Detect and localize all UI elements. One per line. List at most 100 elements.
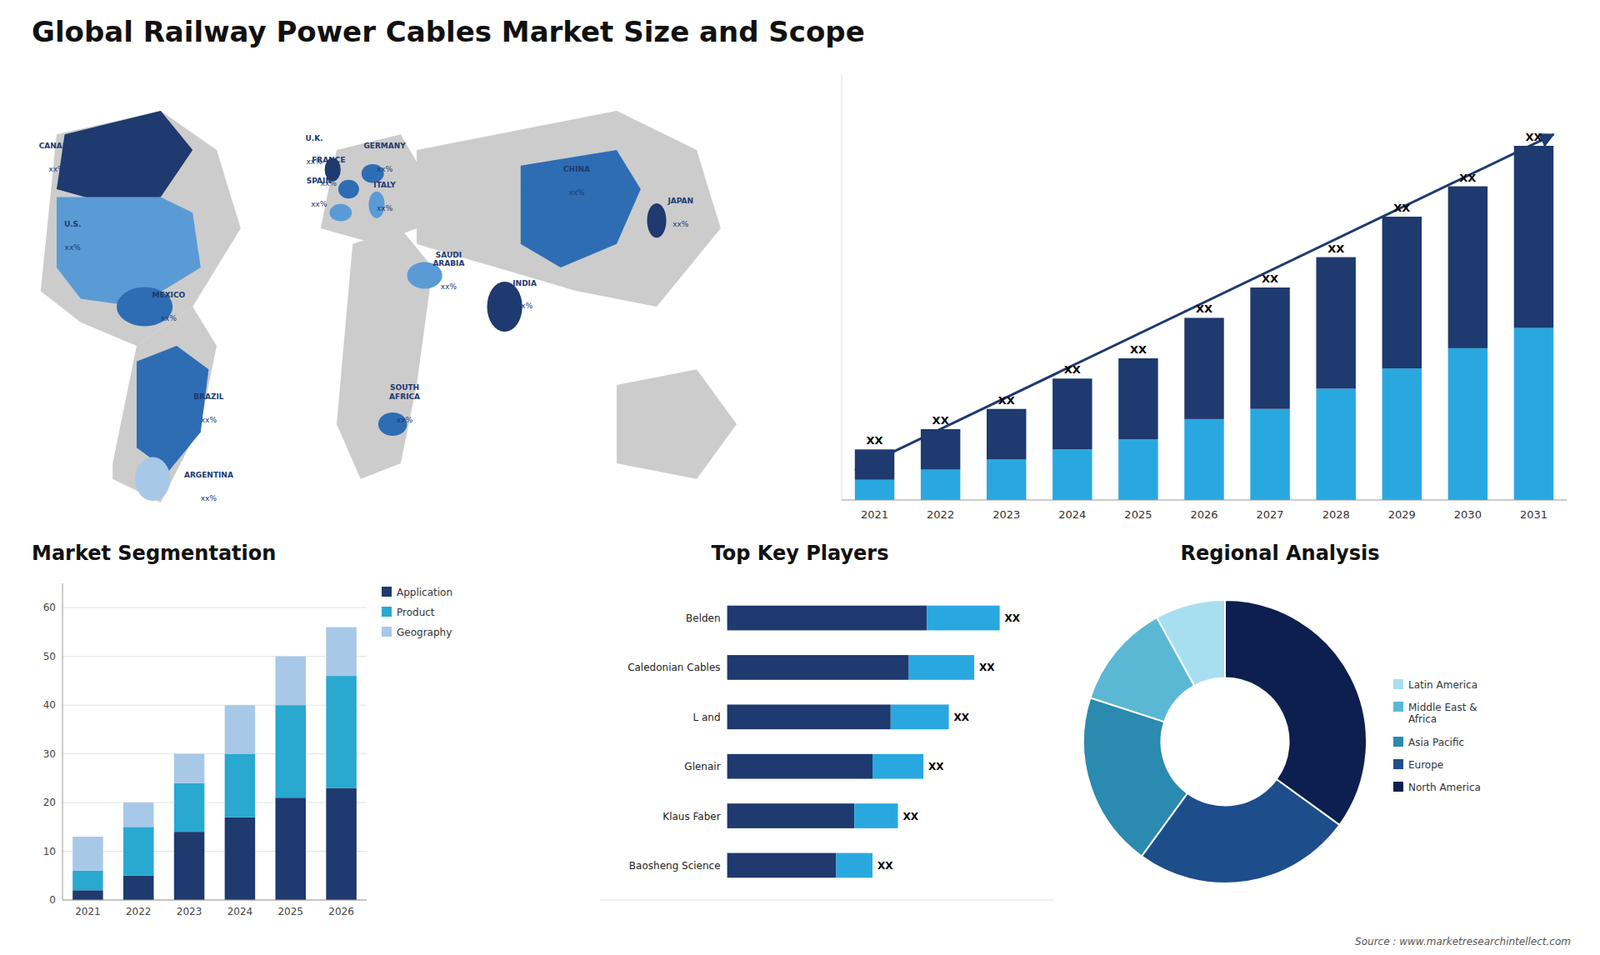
y-tick-label: Baosheng Science bbox=[629, 860, 721, 872]
y-tick-label: 60 bbox=[43, 601, 56, 614]
grid-line bbox=[62, 705, 367, 706]
x-tick-label: 2021 bbox=[860, 508, 889, 521]
text-line: Africa bbox=[1408, 713, 1437, 725]
y-axis-line bbox=[841, 75, 843, 500]
legend-label: Geography bbox=[396, 626, 452, 639]
bar-label: XX bbox=[1261, 272, 1279, 285]
legend-swatch bbox=[1393, 701, 1404, 712]
bar-segment bbox=[1315, 388, 1355, 500]
grid-line bbox=[62, 753, 367, 755]
legend-label: Product bbox=[396, 606, 435, 619]
bar-segment bbox=[1052, 449, 1092, 500]
bar-segment bbox=[1250, 409, 1290, 500]
bar-segment bbox=[225, 754, 256, 818]
x-tick-label: 2025 bbox=[1124, 508, 1152, 521]
y-axis-line bbox=[62, 583, 64, 900]
map-shape bbox=[136, 345, 209, 471]
y-tick-label: 40 bbox=[43, 699, 56, 711]
legend-label: Latin America bbox=[1408, 679, 1478, 691]
bar-segment bbox=[986, 409, 1026, 460]
x-tick-label: 2028 bbox=[1322, 508, 1350, 521]
country-value: xx% bbox=[672, 220, 690, 229]
country-value: xx% bbox=[376, 204, 394, 213]
trend-arrow bbox=[855, 134, 1554, 470]
grid-line bbox=[62, 900, 367, 901]
page: Global Railway Power Cables Market Size … bbox=[0, 0, 1600, 955]
y-tick-label: 50 bbox=[43, 650, 56, 663]
bar-segment bbox=[1448, 348, 1488, 500]
bar-segment bbox=[909, 655, 975, 680]
bar-label: XX bbox=[1327, 242, 1345, 255]
bar-label: XX bbox=[866, 434, 884, 447]
legend-swatch bbox=[1393, 679, 1404, 690]
panel-title: Regional Analysis bbox=[1180, 541, 1380, 565]
bar-segment bbox=[1118, 358, 1158, 440]
bar-segment bbox=[1184, 419, 1224, 500]
y-tick-label: L and bbox=[693, 711, 721, 724]
country-label: GERMANY bbox=[363, 141, 406, 150]
country-label: CANADA bbox=[39, 141, 75, 150]
bar-label: XX bbox=[1005, 612, 1021, 625]
map-shape bbox=[416, 110, 721, 307]
bar-segment bbox=[854, 803, 898, 829]
bar-segment bbox=[72, 836, 104, 871]
donut bbox=[1083, 600, 1367, 884]
map-shape bbox=[646, 203, 666, 238]
country-value: xx% bbox=[568, 188, 585, 197]
legend-swatch bbox=[1393, 781, 1404, 792]
bar-label: XX bbox=[998, 394, 1015, 407]
bar-segment bbox=[1514, 328, 1554, 500]
map-shape bbox=[135, 456, 170, 501]
map bbox=[40, 110, 737, 503]
map-shape bbox=[338, 180, 360, 200]
country-label: MEXICO bbox=[152, 290, 186, 300]
bar-segment bbox=[123, 802, 155, 827]
country-value: xx% bbox=[310, 200, 328, 209]
bar-label: XX bbox=[877, 860, 894, 872]
legend: Latin AmericaMiddle East &AfricaAsia Pac… bbox=[1393, 679, 1481, 794]
bar-segment bbox=[872, 754, 924, 780]
text-line: Middle East & bbox=[1408, 701, 1478, 714]
bar-segment bbox=[123, 826, 155, 875]
y-tick-label: 0 bbox=[49, 894, 56, 906]
donut-slice bbox=[1225, 600, 1367, 825]
bar-segment bbox=[727, 655, 910, 680]
bar-segment bbox=[920, 470, 960, 500]
bar-segment bbox=[174, 783, 205, 832]
source-note: Source : www.marketresearchintellect.com bbox=[1355, 935, 1571, 948]
legend-swatch bbox=[1393, 759, 1404, 770]
x-tick-label: 2030 bbox=[1454, 508, 1482, 521]
text-line: AFRICA bbox=[389, 392, 420, 401]
bar-segment bbox=[1052, 378, 1092, 450]
y-tick-label: Belden bbox=[685, 612, 721, 625]
country-label: SOUTHAFRICA bbox=[389, 383, 420, 400]
bar-label: XX bbox=[1064, 363, 1081, 376]
grid-line bbox=[62, 850, 367, 852]
bar-segment bbox=[890, 704, 950, 730]
bar-segment bbox=[72, 870, 104, 890]
bar-segment bbox=[1514, 145, 1554, 329]
country-value: xx% bbox=[200, 415, 218, 425]
bar-label: XX bbox=[1130, 343, 1147, 356]
bar-segment bbox=[1315, 257, 1355, 390]
bar-label: XX bbox=[954, 711, 970, 724]
bar-segment bbox=[986, 459, 1026, 500]
country-label: U.K. bbox=[305, 134, 324, 143]
country-label: SPAIN bbox=[306, 176, 332, 185]
country-value: xx% bbox=[48, 165, 65, 174]
text-line: SOUTH bbox=[390, 383, 420, 392]
country-label: JAPAN bbox=[667, 196, 695, 205]
legend-label: Europe bbox=[1408, 759, 1444, 771]
bar-segment bbox=[1184, 317, 1224, 419]
bar-segment bbox=[855, 480, 895, 500]
x-tick-label: 2026 bbox=[328, 905, 355, 918]
bar-segment bbox=[174, 754, 205, 784]
legend-label: Application bbox=[396, 586, 453, 599]
bar-segment bbox=[1118, 439, 1158, 500]
x-tick-label: 2023 bbox=[176, 905, 203, 918]
panel-title: Top Key Players bbox=[711, 541, 890, 565]
legend-swatch bbox=[381, 626, 392, 637]
bar-segment bbox=[1382, 216, 1422, 369]
x-tick-label: 2031 bbox=[1520, 508, 1548, 521]
bar-segment bbox=[174, 831, 205, 900]
